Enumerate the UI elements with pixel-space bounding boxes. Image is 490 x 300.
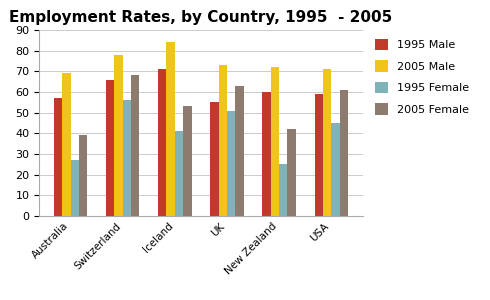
Bar (71, 160, 79, 216)
Bar (210, 102, 219, 216)
Bar (331, 123, 340, 216)
Bar (315, 94, 323, 216)
Title: Employment Rates, by Country, 1995  - 2005: Employment Rates, by Country, 1995 - 200… (9, 10, 392, 25)
Bar (54, 98, 62, 216)
Bar (79, 135, 87, 216)
Bar (175, 131, 183, 216)
Bar (227, 111, 235, 216)
Bar (279, 164, 288, 216)
Legend: 1995 Male, 2005 Male, 1995 Female, 2005 Female: 1995 Male, 2005 Male, 1995 Female, 2005 … (371, 36, 472, 118)
Bar (235, 86, 244, 216)
Bar (158, 69, 167, 216)
Bar (167, 42, 175, 216)
Bar (219, 65, 227, 216)
Bar (62, 74, 71, 216)
Bar (183, 106, 192, 216)
Bar (288, 129, 296, 216)
Bar (271, 67, 279, 216)
Bar (114, 55, 122, 216)
Bar (323, 69, 331, 216)
Bar (122, 100, 131, 216)
Bar (106, 80, 114, 216)
Bar (263, 92, 271, 216)
Bar (340, 90, 348, 216)
Bar (131, 76, 139, 216)
